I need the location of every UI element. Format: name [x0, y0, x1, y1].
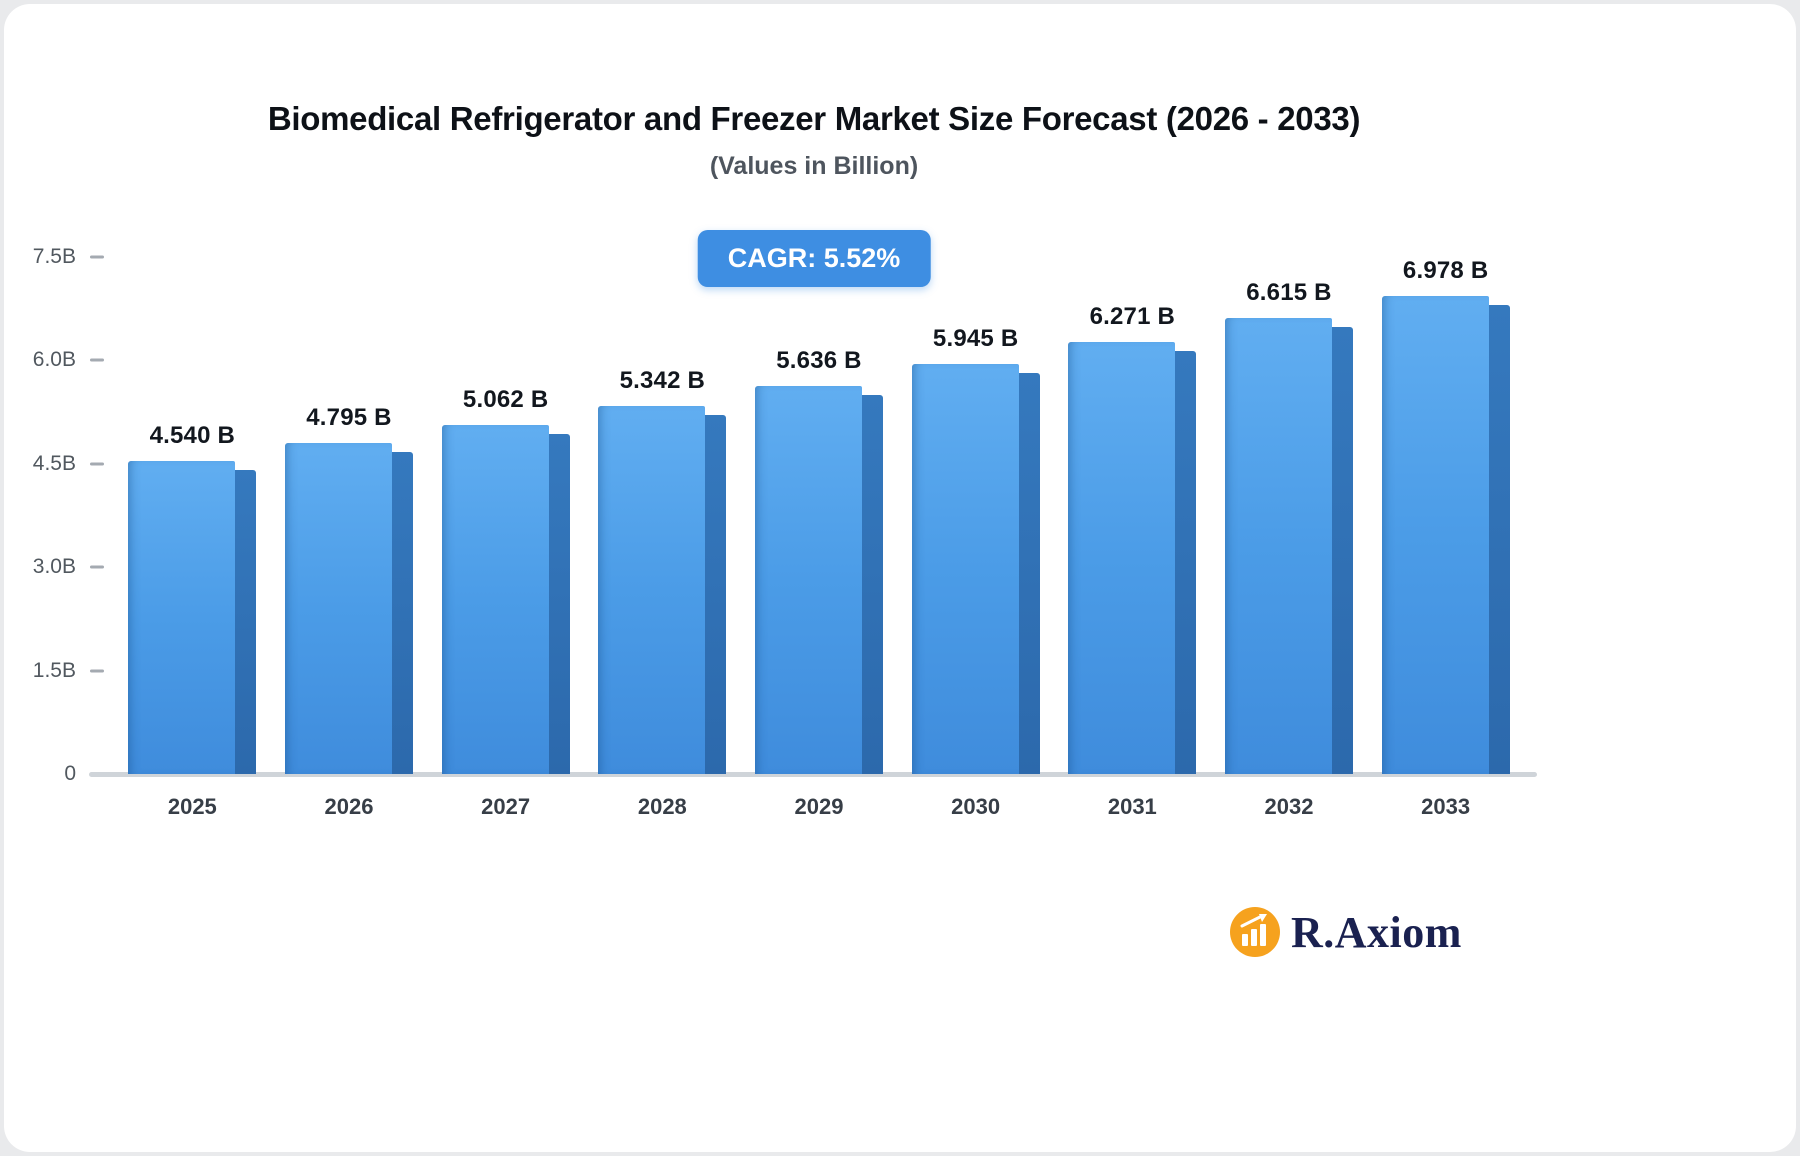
- bar-face: [1068, 341, 1176, 774]
- bar-side-shadow: [705, 414, 727, 774]
- bar-group-2028: 5.342 B 2028: [584, 257, 741, 819]
- bar-group-2027: 5.062 B 2027: [427, 257, 584, 819]
- x-axis-label: 2027: [481, 794, 531, 819]
- bar-2026[interactable]: [284, 443, 413, 774]
- bar-side-shadow: [548, 434, 570, 774]
- bar-face: [911, 364, 1019, 774]
- y-axis-tick: [90, 565, 104, 569]
- bar-face: [441, 425, 549, 774]
- bar-face: [1224, 318, 1332, 774]
- y-axis-tick: [90, 255, 104, 259]
- bar-2028[interactable]: [598, 405, 727, 774]
- y-axis-label: 0: [64, 762, 76, 785]
- x-axis-label: 2025: [167, 794, 217, 819]
- bar-value-label: 6.271 B: [1089, 302, 1176, 330]
- bar-chart-logo-icon: [1229, 906, 1281, 958]
- bar-face: [598, 405, 706, 774]
- logo: R.Axiom: [1229, 906, 1462, 958]
- bar-side-shadow: [1175, 350, 1197, 774]
- bar-value-label: 5.342 B: [619, 366, 706, 394]
- bar-value-label: 4.795 B: [306, 404, 392, 432]
- x-axis-label: 2031: [1107, 794, 1157, 819]
- x-axis-label: 2028: [637, 794, 687, 819]
- x-axis-label: 2026: [324, 794, 374, 819]
- chart-title: Biomedical Refrigerator and Freezer Mark…: [267, 100, 1361, 137]
- bar-2032[interactable]: [1224, 318, 1353, 774]
- bar-group-2025: 4.540 B 2025: [114, 257, 271, 819]
- chart-subtitle: (Values in Billion): [709, 152, 919, 180]
- chart-card: Biomedical Refrigerator and Freezer Mark…: [4, 4, 1796, 1152]
- bar-value-label: 4.540 B: [149, 422, 236, 450]
- bar-face: [128, 461, 236, 774]
- x-axis-label: 2032: [1264, 794, 1314, 819]
- x-axis-line: [89, 772, 1537, 777]
- bar-value-label: 6.615 B: [1246, 279, 1332, 307]
- bar-2027[interactable]: [441, 425, 570, 774]
- plot-area: 4.540 B 2025 4.795 B 2026 5.062 B 2027 5.342 B…: [114, 257, 1524, 819]
- y-axis-label: 7.5B: [32, 245, 76, 268]
- y-axis-label: 3.0B: [32, 555, 76, 579]
- bar-2033[interactable]: [1381, 296, 1510, 774]
- x-axis-label: 2030: [951, 794, 1001, 819]
- bar-value-label: 5.636 B: [776, 346, 862, 374]
- bar-value-label: 6.978 B: [1402, 257, 1489, 284]
- y-axis-label: 6.0B: [32, 348, 76, 372]
- x-axis-label: 2033: [1421, 794, 1471, 819]
- x-axis-label: 2029: [794, 794, 844, 819]
- y-axis-label: 4.5B: [32, 451, 76, 475]
- bar-face: [1381, 296, 1489, 774]
- bar-value-label: 5.945 B: [932, 325, 1019, 353]
- cagr-badge: CAGR: 5.52%: [697, 230, 931, 287]
- bar-side-shadow: [861, 394, 883, 774]
- bar-side-shadow: [391, 452, 413, 774]
- bar-group-2032: 6.615 B 2032: [1211, 257, 1368, 819]
- bar-group-2031: 6.271 B 2031: [1054, 257, 1211, 819]
- bar-group-2030: 5.945 B 2030: [897, 257, 1054, 819]
- bar-group-2026: 4.795 B 2026: [271, 257, 428, 819]
- bar-2029[interactable]: [754, 385, 883, 774]
- bar-group-2033: 6.978 B 2033: [1367, 257, 1524, 819]
- bar-side-shadow: [1018, 373, 1040, 774]
- bar-side-shadow: [1488, 305, 1510, 774]
- y-axis-tick: [90, 462, 104, 466]
- y-axis-tick: [90, 358, 104, 362]
- y-axis-tick: [90, 669, 104, 673]
- y-axis: 7.5B 6.0B 4.5B 3.0B 1.5B 0: [4, 245, 114, 785]
- bar-face: [284, 443, 392, 774]
- bar-side-shadow: [1331, 327, 1353, 774]
- bar-group-2029: 5.636 B 2029: [741, 257, 898, 819]
- bar-2025[interactable]: [128, 461, 257, 774]
- bar-2030[interactable]: [911, 364, 1040, 774]
- logo-text: R.Axiom: [1291, 907, 1462, 957]
- bar-2031[interactable]: [1068, 341, 1197, 774]
- y-axis-label: 1.5B: [32, 658, 76, 682]
- bar-face: [754, 385, 862, 774]
- bar-value-label: 5.062 B: [462, 386, 549, 414]
- bar-side-shadow: [235, 470, 257, 774]
